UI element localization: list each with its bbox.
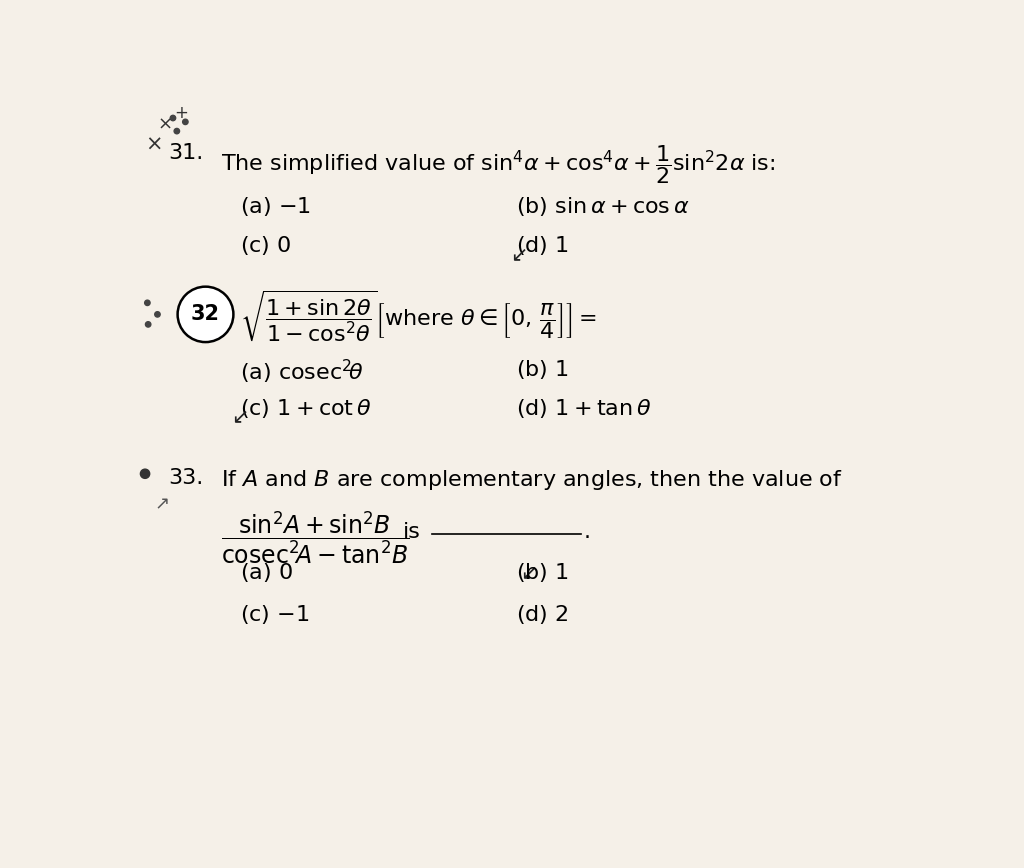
Text: 33.: 33. (168, 469, 204, 489)
Text: $\times$: $\times$ (145, 134, 162, 154)
Text: (d) $1+\tan\theta$: (d) $1+\tan\theta$ (515, 397, 651, 420)
Circle shape (170, 115, 176, 121)
Text: The simplified value of $\sin^4\!\alpha+\cos^4\!\alpha+\dfrac{1}{2}\sin^2\!2\alp: The simplified value of $\sin^4\!\alpha+… (221, 142, 775, 186)
Circle shape (155, 312, 160, 317)
Text: (c) $0$: (c) $0$ (241, 233, 292, 257)
Text: (a) $0$: (a) $0$ (241, 561, 293, 584)
Text: $\swarrow$: $\swarrow$ (506, 245, 527, 265)
Text: (c) $-1$: (c) $-1$ (241, 603, 310, 626)
Text: (d) $1$: (d) $1$ (515, 233, 568, 257)
Circle shape (140, 469, 150, 478)
Circle shape (177, 286, 233, 342)
Text: (c) $1+\cot\theta$: (c) $1+\cot\theta$ (241, 397, 372, 420)
Text: (b) $1$: (b) $1$ (515, 561, 568, 584)
Text: (b) $\sin\alpha+\cos\alpha$: (b) $\sin\alpha+\cos\alpha$ (515, 195, 689, 218)
Text: 32: 32 (191, 305, 220, 325)
Circle shape (174, 128, 179, 134)
Text: 31.: 31. (168, 142, 204, 162)
Text: $\swarrow$: $\swarrow$ (515, 563, 537, 583)
Circle shape (144, 300, 151, 306)
Text: .: . (584, 523, 591, 542)
Text: (d) $2$: (d) $2$ (515, 603, 568, 626)
Circle shape (145, 322, 151, 327)
Text: $\dfrac{\sin^2\!A+\sin^2\!B}{\mathrm{cosec}^2\!A-\tan^2\!B}$: $\dfrac{\sin^2\!A+\sin^2\!B}{\mathrm{cos… (221, 510, 410, 566)
Text: $+$: $+$ (174, 104, 188, 122)
Text: (b) $1$: (b) $1$ (515, 358, 568, 381)
Text: (a) $\mathrm{cosec}^2\!\theta$: (a) $\mathrm{cosec}^2\!\theta$ (241, 358, 365, 386)
Circle shape (182, 119, 188, 125)
Text: $\swarrow$: $\swarrow$ (227, 407, 248, 427)
Text: is: is (403, 523, 421, 542)
Text: $\nearrow$: $\nearrow$ (152, 496, 169, 513)
Text: If $A$ and $B$ are complementary angles, then the value of: If $A$ and $B$ are complementary angles,… (221, 469, 843, 492)
Text: $\sqrt{\dfrac{1+\sin 2\theta}{1-\cos^2\!\theta}}\left[\text{where } \theta\in\le: $\sqrt{\dfrac{1+\sin 2\theta}{1-\cos^2\!… (241, 289, 597, 345)
Text: (a) $-1$: (a) $-1$ (241, 195, 311, 218)
Text: $\times$: $\times$ (158, 115, 172, 132)
